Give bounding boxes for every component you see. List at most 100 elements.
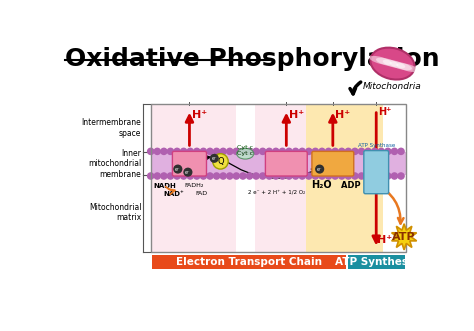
Text: Oxidative Phosphorylation: Oxidative Phosphorylation: [64, 47, 439, 71]
Circle shape: [161, 173, 167, 179]
Circle shape: [326, 173, 332, 179]
Circle shape: [312, 173, 319, 179]
Bar: [151, 104, 236, 252]
Circle shape: [260, 148, 266, 155]
Circle shape: [392, 148, 398, 155]
Circle shape: [385, 173, 391, 179]
Text: ADP + Pi: ADP + Pi: [341, 181, 382, 190]
Circle shape: [286, 173, 292, 179]
Circle shape: [233, 148, 239, 155]
Circle shape: [167, 148, 173, 155]
Circle shape: [273, 173, 279, 179]
Circle shape: [345, 148, 351, 155]
Circle shape: [174, 148, 180, 155]
Circle shape: [174, 165, 182, 173]
Text: Cyt c: Cyt c: [237, 151, 253, 156]
Circle shape: [147, 148, 154, 155]
Circle shape: [345, 173, 351, 179]
Circle shape: [306, 148, 312, 155]
Circle shape: [372, 173, 378, 179]
Text: H₂O: H₂O: [311, 180, 331, 190]
Text: FADH₂: FADH₂: [184, 183, 204, 188]
Circle shape: [306, 173, 312, 179]
Circle shape: [213, 173, 219, 179]
Circle shape: [279, 173, 285, 179]
Polygon shape: [392, 224, 417, 250]
Bar: [151, 104, 406, 252]
Bar: [151, 152, 406, 175]
Text: ATP: ATP: [392, 232, 416, 242]
Circle shape: [181, 173, 187, 179]
Circle shape: [233, 173, 239, 179]
Text: H⁺: H⁺: [335, 110, 350, 120]
Ellipse shape: [383, 60, 405, 69]
Circle shape: [210, 155, 218, 162]
Ellipse shape: [376, 58, 399, 67]
Circle shape: [161, 148, 167, 155]
Text: Inner
mitochondrial
membrane: Inner mitochondrial membrane: [88, 149, 141, 179]
Circle shape: [392, 173, 398, 179]
Text: Intermembrane
space: Intermembrane space: [82, 118, 141, 138]
Circle shape: [201, 173, 207, 179]
Circle shape: [398, 173, 404, 179]
Circle shape: [184, 168, 192, 176]
Circle shape: [273, 148, 279, 155]
Circle shape: [316, 165, 324, 173]
Circle shape: [187, 173, 193, 179]
Circle shape: [194, 148, 200, 155]
FancyBboxPatch shape: [265, 151, 307, 176]
Circle shape: [201, 148, 207, 155]
FancyBboxPatch shape: [312, 151, 354, 176]
Circle shape: [372, 148, 378, 155]
Circle shape: [358, 148, 365, 155]
Bar: [306, 104, 383, 252]
Text: NAD⁺: NAD⁺: [164, 191, 184, 197]
Circle shape: [213, 148, 219, 155]
Circle shape: [299, 173, 305, 179]
Circle shape: [338, 148, 345, 155]
Text: H⁺: H⁺: [378, 108, 391, 118]
Circle shape: [286, 148, 292, 155]
Text: 2 e⁻ + 2 H⁺ + 1/2 O₂: 2 e⁻ + 2 H⁺ + 1/2 O₂: [247, 189, 305, 194]
Circle shape: [326, 148, 332, 155]
Text: ATP Synthase: ATP Synthase: [357, 143, 395, 148]
Text: e⁻: e⁻: [175, 166, 181, 171]
Text: NADH: NADH: [153, 183, 176, 189]
Text: Mitochondrial
matrix: Mitochondrial matrix: [89, 203, 141, 222]
Circle shape: [338, 173, 345, 179]
Circle shape: [253, 148, 259, 155]
Circle shape: [292, 173, 299, 179]
Ellipse shape: [370, 48, 415, 79]
Circle shape: [207, 148, 213, 155]
Circle shape: [378, 173, 384, 179]
Bar: [255, 104, 333, 252]
FancyBboxPatch shape: [173, 151, 207, 176]
Ellipse shape: [396, 63, 419, 72]
Circle shape: [187, 148, 193, 155]
Circle shape: [292, 148, 299, 155]
Circle shape: [240, 173, 246, 179]
Circle shape: [246, 148, 253, 155]
FancyBboxPatch shape: [364, 151, 389, 194]
Circle shape: [220, 173, 226, 179]
Text: FAD: FAD: [195, 191, 207, 196]
Text: Cyt c: Cyt c: [237, 145, 253, 150]
Text: H⁺: H⁺: [377, 235, 392, 245]
Circle shape: [378, 148, 384, 155]
Circle shape: [260, 173, 266, 179]
Circle shape: [365, 173, 371, 179]
Circle shape: [207, 173, 213, 179]
Bar: [347, 255, 405, 269]
Circle shape: [352, 173, 358, 179]
Bar: [152, 255, 346, 269]
Text: ATP Synthesis: ATP Synthesis: [335, 257, 418, 267]
Circle shape: [312, 148, 319, 155]
Text: H⁺: H⁺: [289, 110, 304, 120]
Circle shape: [279, 148, 285, 155]
Circle shape: [398, 148, 404, 155]
Text: e⁻: e⁻: [317, 166, 322, 171]
Text: e⁻: e⁻: [185, 170, 191, 175]
Circle shape: [154, 173, 160, 179]
Circle shape: [253, 173, 259, 179]
Text: H⁺: H⁺: [192, 110, 207, 120]
